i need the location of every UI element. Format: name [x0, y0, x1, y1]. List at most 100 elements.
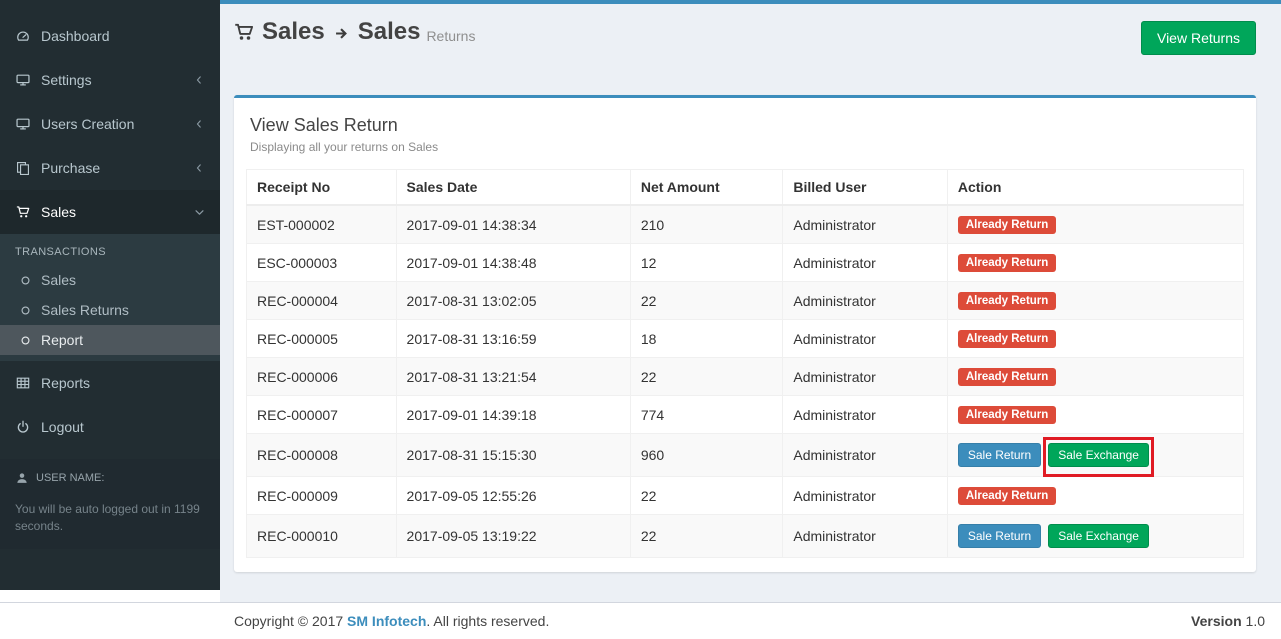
cell-billed-user: Administrator [782, 319, 948, 358]
column-header-action: Action [946, 169, 1245, 206]
cell-sales-date: 2017-08-31 13:02:05 [395, 281, 631, 320]
chevron-left-icon [193, 163, 205, 173]
view-returns-button[interactable]: View Returns [1140, 21, 1256, 55]
already-return-badge: Already Return [957, 368, 1057, 386]
circle-icon [19, 275, 32, 286]
sidebar-item-purchase[interactable]: Purchase [0, 146, 220, 190]
top-accent-bar [220, 0, 1281, 4]
power-icon [15, 420, 31, 434]
sidebar-item-reports[interactable]: Reports [0, 361, 220, 405]
sidebar-subitem-sales-returns[interactable]: Sales Returns [0, 295, 220, 325]
cell-sales-date: 2017-09-01 14:38:48 [395, 243, 631, 282]
cell-sales-date: 2017-09-05 13:19:22 [395, 514, 631, 558]
already-return-badge: Already Return [957, 406, 1057, 424]
sidebar: Dashboard Settings Users Creation Purchase S… [0, 0, 220, 590]
cell-billed-user: Administrator [782, 476, 948, 515]
sale-return-button[interactable]: Sale Return [957, 524, 1042, 548]
cell-receipt-no: REC-000010 [246, 514, 397, 558]
sidebar-item-sales[interactable]: Sales [0, 190, 220, 234]
panel-title: View Sales Return [250, 115, 398, 135]
cell-net-amount: 774 [629, 395, 784, 434]
table-header-row: Receipt No Sales Date Net Amount Billed … [246, 169, 1245, 206]
already-return-badge: Already Return [957, 216, 1057, 234]
sale-return-button[interactable]: Sale Return [957, 443, 1042, 467]
cell-receipt-no: REC-000004 [246, 281, 397, 320]
sales-returns-table: Receipt No Sales Date Net Amount Billed … [246, 169, 1245, 558]
cell-action: Already Return [946, 281, 1245, 320]
table-row: REC-000004 2017-08-31 13:02:05 22 Administr… [246, 281, 1245, 320]
cell-net-amount: 22 [629, 514, 784, 558]
sidebar-subitem-report[interactable]: Report [0, 325, 220, 355]
sidebar-nav: Dashboard Settings Users Creation Purchase S… [0, 14, 220, 449]
user-panel: USER NAME: You will be auto logged out i… [0, 459, 220, 549]
circle-icon [19, 305, 32, 316]
cell-action: Already Return [946, 319, 1245, 358]
cell-billed-user: Administrator [782, 395, 948, 434]
sidebar-item-logout[interactable]: Logout [0, 405, 220, 449]
cell-receipt-no: REC-000007 [246, 395, 397, 434]
cart-icon [234, 22, 254, 42]
column-header-net-amount: Net Amount [629, 169, 784, 206]
page-title: Sales Sales Returns [234, 18, 475, 46]
cell-sales-date: 2017-09-05 12:55:26 [395, 476, 631, 515]
sidebar-subitem-label: Report [41, 332, 84, 348]
cell-sales-date: 2017-08-31 13:16:59 [395, 319, 631, 358]
sidebar-subitem-label: Sales [41, 272, 77, 288]
sidebar-subitem-label: Sales Returns [41, 302, 129, 318]
cell-sales-date: 2017-09-01 14:39:18 [395, 395, 631, 434]
cell-sales-date: 2017-08-31 15:15:30 [395, 433, 631, 477]
table-body: EST-000002 2017-09-01 14:38:34 210 Administ… [246, 204, 1245, 558]
copyright-prefix: Copyright © 2017 [234, 613, 344, 629]
cell-sales-date: 2017-08-31 13:21:54 [395, 357, 631, 396]
sidebar-item-label: Users Creation [41, 116, 135, 132]
content-header: Sales Sales Returns View Returns [220, 4, 1281, 55]
table-row: ESC-000003 2017-09-01 14:38:48 12 Administr… [246, 243, 1245, 282]
cell-billed-user: Administrator [782, 514, 948, 558]
sale-exchange-button[interactable]: Sale Exchange [1043, 437, 1154, 477]
sidebar-item-dashboard[interactable]: Dashboard [0, 14, 220, 58]
chevron-left-icon [193, 75, 205, 85]
already-return-badge: Already Return [957, 487, 1057, 505]
cell-receipt-no: ESC-000003 [246, 243, 397, 282]
user-name-row: USER NAME: [15, 472, 205, 484]
cell-net-amount: 22 [629, 357, 784, 396]
cell-net-amount: 12 [629, 243, 784, 282]
table-row: REC-000009 2017-09-05 12:55:26 22 Administr… [246, 476, 1245, 515]
table-row: REC-000005 2017-08-31 13:16:59 18 Administr… [246, 319, 1245, 358]
sidebar-item-label: Logout [41, 419, 84, 435]
chevron-down-icon [193, 207, 205, 218]
cell-receipt-no: REC-000008 [246, 433, 397, 477]
cell-net-amount: 210 [629, 204, 784, 244]
desktop-icon [15, 73, 31, 87]
sidebar-item-label: Sales [41, 204, 77, 220]
cell-action: Sale Return Sale Exchange [946, 514, 1245, 558]
table-row: REC-000006 2017-08-31 13:21:54 22 Administr… [246, 357, 1245, 396]
table-row: REC-000010 2017-09-05 13:19:22 22 Administr… [246, 514, 1245, 558]
cell-action: Already Return [946, 395, 1245, 434]
submenu-section-header: TRANSACTIONS [15, 246, 106, 258]
table-row: REC-000007 2017-09-01 14:39:18 774 Administ… [246, 395, 1245, 434]
user-icon [15, 472, 28, 484]
cell-billed-user: Administrator [782, 357, 948, 396]
sidebar-item-label: Purchase [41, 160, 101, 176]
sidebar-subitem-sales[interactable]: Sales [0, 265, 220, 295]
version-label: Version [1191, 613, 1242, 629]
cell-receipt-no: REC-000006 [246, 357, 397, 396]
cell-action: Already Return [946, 243, 1245, 282]
column-header-receipt-no: Receipt No [246, 169, 397, 206]
sale-exchange-button[interactable]: Sale Exchange [1048, 524, 1149, 548]
panel-subtitle: Displaying all your returns on Sales [250, 140, 439, 154]
cell-billed-user: Administrator [782, 281, 948, 320]
brand-link[interactable]: SM Infotech [347, 613, 427, 629]
sidebar-item-settings[interactable]: Settings [0, 58, 220, 102]
sidebar-item-users-creation[interactable]: Users Creation [0, 102, 220, 146]
main-content: Sales Sales Returns View Returns View Sa… [220, 0, 1281, 602]
copyright-suffix: . All rights reserved. [426, 613, 550, 629]
cell-net-amount: 22 [629, 281, 784, 320]
cell-action: Sale Return Sale Exchange [946, 433, 1245, 477]
version-text: Version 1.0 [1191, 613, 1265, 629]
cell-receipt-no: REC-000005 [246, 319, 397, 358]
breadcrumb-sales-secondary: Sales [357, 18, 421, 45]
sidebar-item-label: Settings [41, 72, 92, 88]
user-name-label: USER NAME: [36, 472, 105, 484]
